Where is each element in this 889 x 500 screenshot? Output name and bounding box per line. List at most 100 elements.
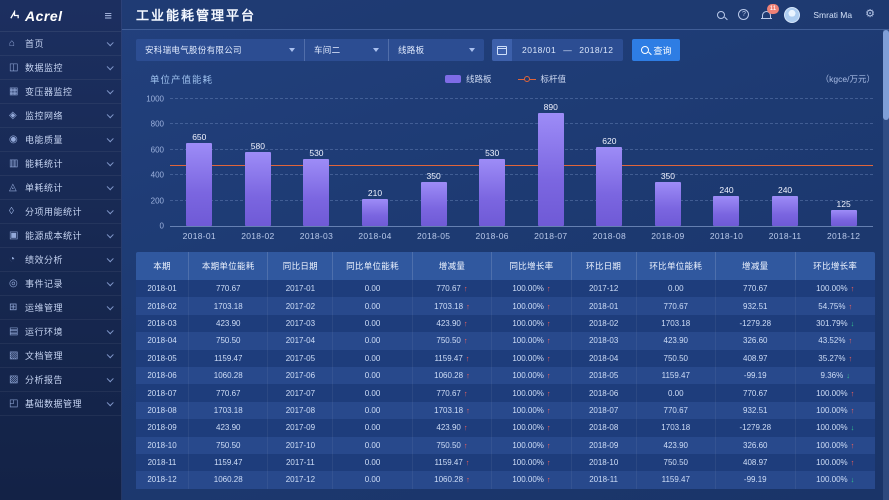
sidebar-item-11[interactable]: ◎ 事件记录 — [0, 272, 121, 296]
date-start: 2018/01 — [522, 45, 557, 55]
sidebar-item-12[interactable]: ⊞ 运维管理 — [0, 296, 121, 320]
filter-bar: 安科瑞电气股份有限公司 车间二 线路板 2018/01 — 2018/12 — [136, 39, 875, 61]
query-button[interactable]: 查询 — [632, 39, 681, 61]
x-axis-tick-label: 2018-06 — [475, 231, 509, 241]
scrollbar-thumb[interactable] — [883, 30, 889, 120]
chart-x-axis-labels: 2018-01 2018-02 2018-03 2018-04 2018-05 2018-… — [170, 231, 873, 243]
table-cell: 2018-11 — [136, 453, 189, 472]
vertical-scrollbar[interactable] — [883, 30, 889, 500]
acrel-logo-icon — [9, 10, 20, 21]
table-row-2018-07[interactable]: 2018-07 770.67 2017-07 0.00 770.67 ↑ 100.00% ↑ 2… — [136, 384, 875, 402]
table-header-cell: 增减量 — [413, 252, 493, 280]
company-select[interactable]: 安科瑞电气股份有限公司 — [136, 39, 304, 61]
bar[interactable]: 530 — [479, 148, 506, 226]
sidebar-item-7[interactable]: ◬ 单耗统计 — [0, 176, 121, 200]
table-row-2018-04[interactable]: 2018-04 750.50 2017-04 0.00 750.50 ↑ 100.00% ↑ 2… — [136, 332, 875, 350]
table-row-2018-08[interactable]: 2018-08 1703.18 2017-08 0.00 1703.18 ↑ 100.00%… — [136, 401, 875, 420]
search-button[interactable] — [717, 10, 726, 19]
chevron-down-icon — [106, 183, 114, 191]
sidebar-item-15[interactable]: ▨ 分析报告 — [0, 368, 121, 392]
table-row-2018-10[interactable]: 2018-10 750.50 2017-10 0.00 750.50 ↑ 100.00% ↑ 2… — [136, 436, 875, 454]
bar[interactable]: 240 — [772, 185, 799, 226]
x-axis-tick-label: 2018-10 — [709, 231, 744, 241]
table-cell: 770.67 — [637, 297, 716, 315]
bar[interactable]: 580 — [244, 141, 271, 226]
bar[interactable]: 350 — [420, 171, 447, 226]
date-range-picker[interactable]: 2018/01 — 2018/12 — [492, 39, 624, 61]
table-row-2018-05[interactable]: 2018-05 1159.47 2017-05 0.00 1159.47 ↑ 100.00%… — [136, 349, 875, 367]
document-management-icon: ▧ — [9, 350, 19, 361]
event-log-icon: ◎ — [9, 278, 18, 289]
sidebar-item-4[interactable]: ◈ 监控网络 — [0, 104, 121, 128]
help-button[interactable]: ? — [738, 9, 750, 20]
table-cell: -99.19 — [716, 471, 796, 489]
calendar-button[interactable] — [492, 39, 512, 61]
sidebar-item-16[interactable]: ◰ 基础数据管理 — [0, 392, 121, 416]
workshop-select[interactable]: 车间二 — [304, 39, 388, 61]
table-row-2018-09[interactable]: 2018-09 423.90 2017-09 0.00 423.90 ↑ 100.00% ↑ 2… — [136, 419, 875, 437]
table-row-2018-06[interactable]: 2018-06 1060.28 2017-06 0.00 1060.28 ↑ 100.00%… — [136, 366, 875, 385]
bar[interactable]: 890 — [537, 102, 564, 226]
sidebar-item-label: 基础数据管理 — [25, 399, 83, 409]
table-row-2018-01[interactable]: 2018-01 770.67 2017-01 0.00 770.67 ↑ 100.00% ↑ 2… — [136, 280, 875, 298]
bar[interactable]: 620 — [596, 136, 623, 226]
x-axis-tick-label: 2018-11 — [768, 231, 802, 241]
table-cell: 1159.47 ↑ — [413, 453, 493, 472]
monitor-network-icon: ◈ — [9, 110, 17, 121]
sidebar-item-14[interactable]: ▧ 文档管理 — [0, 344, 121, 368]
gear-icon: ⚙ — [865, 8, 875, 20]
bar-column-2018-04: 210 — [346, 99, 405, 226]
settings-button[interactable]: ⚙ — [865, 9, 875, 20]
table-cell: 770.67 — [637, 401, 716, 420]
bar-value-label: 125 — [836, 199, 851, 210]
table-row-2018-02[interactable]: 2018-02 1703.18 2017-02 0.00 1703.18 ↑ 100.00%… — [136, 297, 875, 315]
legend-line-marker-icon — [517, 76, 536, 82]
product-select[interactable]: 线路板 — [388, 39, 484, 61]
user-menu[interactable] — [784, 6, 801, 23]
y-axis-tick-label: 0 — [159, 221, 164, 231]
sidebar-item-2[interactable]: ◫ 数据监控 — [0, 56, 121, 80]
bar[interactable]: 125 — [830, 199, 857, 226]
sidebar-item-5[interactable]: ◉ 电能质量 — [0, 128, 121, 152]
chart-title: 单位产值能耗 — [150, 75, 214, 86]
sidebar-item-9[interactable]: ▣ 能源成本统计 — [0, 224, 121, 248]
bar[interactable]: 350 — [654, 171, 681, 226]
sidebar-item-10[interactable]: ◔ 绩效分析 — [0, 248, 121, 272]
date-separator: — — [563, 45, 573, 55]
table-cell: -1279.28 — [716, 314, 796, 333]
bar-value-label: 240 — [777, 184, 793, 195]
table-cell: 0.00 — [333, 436, 413, 454]
legend-label: 标杆值 — [540, 74, 567, 84]
up-arrow-icon: ↑ — [546, 423, 551, 433]
table-cell: 1703.18 — [189, 401, 269, 420]
legend-bar-swatch-icon — [444, 75, 461, 83]
table-row-2018-03[interactable]: 2018-03 423.90 2017-03 0.00 423.90 ↑ 100.00% ↑ 2… — [136, 314, 875, 333]
sidebar-item-1[interactable]: ⌂ 首页 — [0, 32, 121, 56]
sidebar-item-label: 事件记录 — [25, 279, 64, 289]
sidebar-item-3[interactable]: ▦ 变压器监控 — [0, 80, 121, 104]
bar[interactable]: 530 — [303, 148, 330, 226]
legend-item-bar[interactable]: 线路板 — [444, 73, 492, 85]
table-cell: 423.90 ↑ — [413, 314, 493, 333]
table-row-2018-11[interactable]: 2018-11 1159.47 2017-11 0.00 1159.47 ↑ 100.00%… — [136, 453, 875, 472]
table-cell: 0.00 — [333, 401, 413, 420]
notifications-button[interactable]: 11 — [761, 3, 780, 19]
legend-item-line[interactable]: 标杆值 — [517, 73, 567, 85]
sidebar-item-8[interactable]: ◊ 分项用能统计 — [0, 200, 121, 224]
table-cell: 770.67 — [189, 280, 269, 298]
bar[interactable]: 210 — [362, 188, 389, 226]
bar[interactable]: 240 — [713, 185, 740, 226]
x-axis-tick-label: 2018-05 — [416, 231, 451, 241]
sidebar-item-label: 首页 — [25, 39, 45, 49]
unit-consumption-stats-icon: ◬ — [9, 182, 17, 193]
sidebar-item-6[interactable]: ▥ 能耗统计 — [0, 152, 121, 176]
table-cell: 2018-02 — [136, 297, 189, 315]
sidebar-item-13[interactable]: ▤ 运行环境 — [0, 320, 121, 344]
table-row-2018-12[interactable]: 2018-12 1060.28 2017-12 0.00 1060.28 ↑ 100.00%… — [136, 471, 875, 489]
table-cell: 2017-09 — [268, 419, 334, 437]
bar[interactable]: 650 — [186, 132, 213, 226]
up-arrow-icon: ↑ — [848, 301, 853, 311]
menu-toggle-icon[interactable]: ≡ — [104, 8, 112, 23]
benchmark-line — [170, 165, 873, 167]
up-arrow-icon: ↑ — [850, 440, 855, 450]
